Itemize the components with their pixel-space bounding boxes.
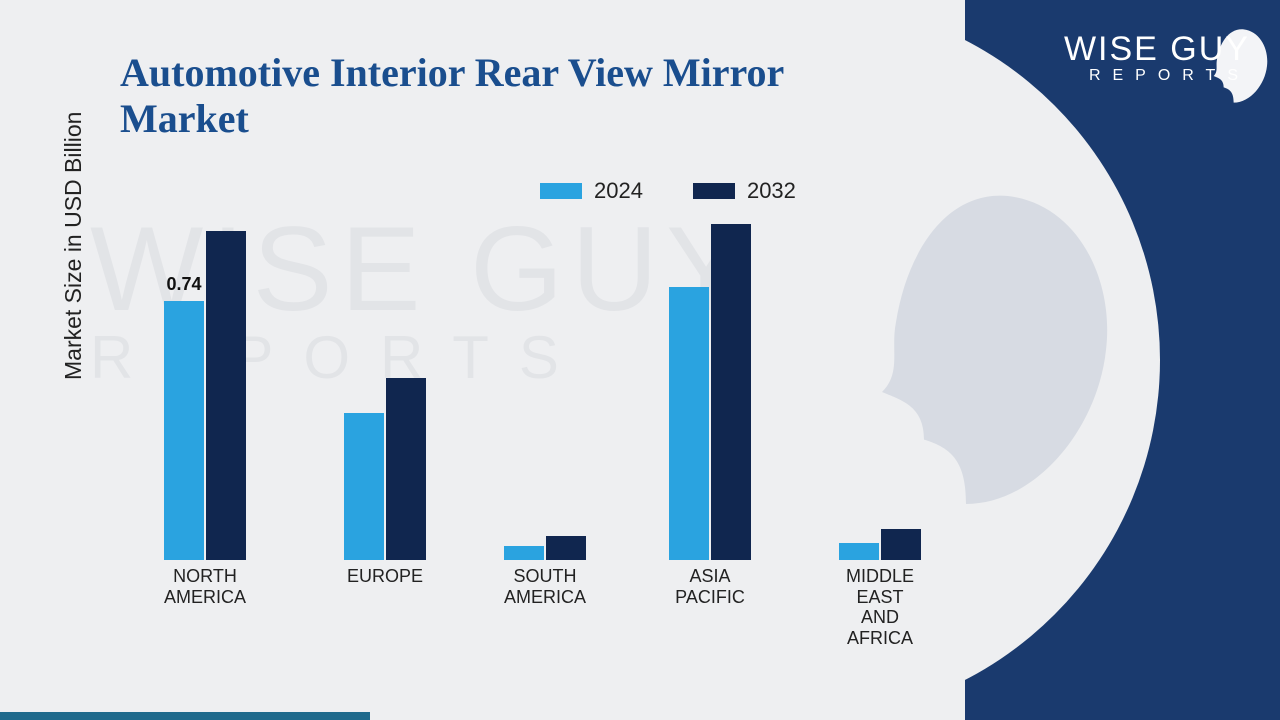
x-axis-labels: NORTHAMERICA EUROPE SOUTHAMERICA ASIAPACIFI… bbox=[100, 560, 930, 690]
bar-value-label: 0.74 bbox=[154, 274, 214, 295]
category-label: NORTHAMERICA bbox=[135, 566, 275, 607]
bar bbox=[164, 301, 204, 560]
category-label: ASIAPACIFIC bbox=[640, 566, 780, 607]
bar bbox=[546, 536, 586, 561]
legend: 2024 2032 bbox=[540, 178, 796, 204]
bar-group bbox=[839, 210, 921, 560]
bar-group bbox=[344, 210, 426, 560]
bar bbox=[839, 543, 879, 561]
footer-accent-bar bbox=[0, 712, 370, 720]
bar bbox=[711, 224, 751, 560]
category-label: EUROPE bbox=[315, 566, 455, 587]
bar-group bbox=[164, 210, 246, 560]
legend-swatch-2032 bbox=[693, 183, 735, 199]
bar bbox=[386, 378, 426, 560]
legend-item: 2024 bbox=[540, 178, 643, 204]
chart-title: Automotive Interior Rear View Mirror Mar… bbox=[120, 50, 820, 142]
category-label: SOUTHAMERICA bbox=[475, 566, 615, 607]
bar-group bbox=[504, 210, 586, 560]
bar-group bbox=[669, 210, 751, 560]
brand-head-icon bbox=[1202, 26, 1272, 106]
bar bbox=[344, 413, 384, 560]
legend-swatch-2024 bbox=[540, 183, 582, 199]
bar bbox=[881, 529, 921, 561]
infographic-page: WISE GUY REPORTS WISE GUY REPORTS Automo… bbox=[0, 0, 1280, 720]
bar bbox=[504, 546, 544, 560]
y-axis-label: Market Size in USD Billion bbox=[60, 112, 87, 380]
legend-label: 2024 bbox=[594, 178, 643, 204]
category-label: MIDDLEEASTANDAFRICA bbox=[810, 566, 950, 649]
bar bbox=[669, 287, 709, 560]
legend-item: 2032 bbox=[693, 178, 796, 204]
legend-label: 2032 bbox=[747, 178, 796, 204]
plot-area: 0.74 bbox=[100, 210, 930, 560]
